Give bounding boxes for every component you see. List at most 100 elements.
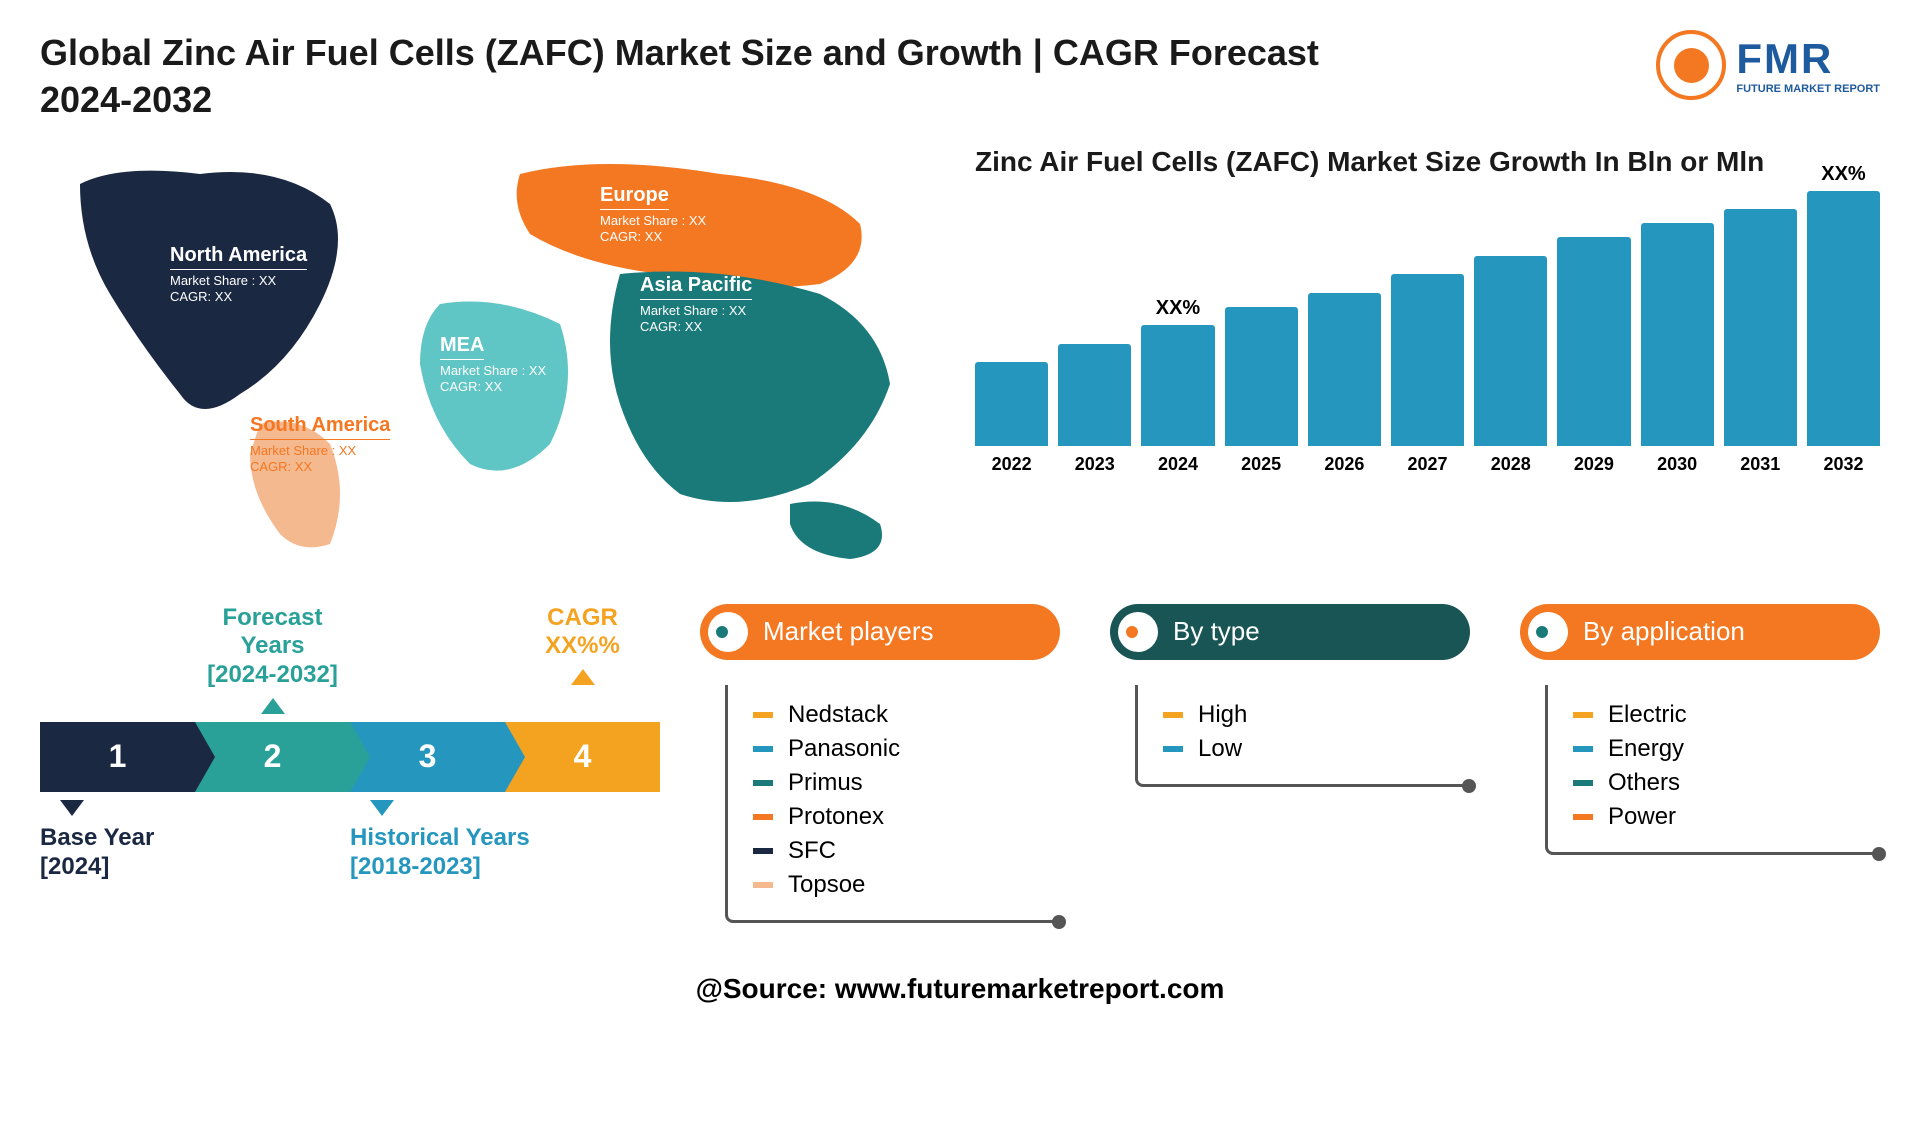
category-item: High	[1163, 701, 1470, 729]
category-title: By application	[1583, 616, 1745, 647]
category-item-label: Others	[1608, 769, 1680, 797]
bar: XX%	[1807, 191, 1880, 446]
bar	[1391, 274, 1464, 446]
page-title: Global Zinc Air Fuel Cells (ZAFC) Market…	[40, 30, 1340, 124]
hist-label: Historical Years [2018-2023]	[350, 792, 583, 882]
category-item: Primus	[753, 769, 1060, 797]
category-item-label: Primus	[788, 769, 863, 797]
timeline: Forecast Years [2024-2032] CAGR XX%% 123…	[40, 604, 660, 923]
bar-label: 2023	[1075, 454, 1115, 475]
triangle-down-icon	[370, 800, 394, 816]
header: Global Zinc Air Fuel Cells (ZAFC) Market…	[40, 30, 1880, 124]
bar-label: 2028	[1491, 454, 1531, 475]
bar-wrap: 2031	[1724, 209, 1797, 475]
bar	[1474, 256, 1547, 446]
logo: FMR FUTURE MARKET REPORT	[1656, 30, 1880, 100]
world-map: North AmericaMarket Share : XXCAGR: XX So…	[40, 144, 945, 564]
bar-label: 2032	[1823, 454, 1863, 475]
region-label: Asia PacificMarket Share : XXCAGR: XX	[640, 274, 752, 337]
cagr-value: XX%%	[505, 632, 660, 661]
triangle-down-icon	[60, 800, 84, 816]
timeline-bar: 1234	[40, 722, 660, 792]
bar-chart: Zinc Air Fuel Cells (ZAFC) Market Size G…	[975, 144, 1880, 564]
category-item-label: High	[1198, 701, 1247, 729]
bar-wrap: 2026	[1308, 293, 1381, 475]
category-item-label: Electric	[1608, 701, 1687, 729]
bar-label: 2022	[992, 454, 1032, 475]
bullet-icon	[1573, 712, 1593, 718]
bar-annotation: XX%	[1156, 297, 1200, 320]
category-pill: By type	[1110, 604, 1470, 660]
category-item-label: Topsoe	[788, 871, 865, 899]
logo-icon	[1656, 30, 1726, 100]
bar-wrap: XX%2024	[1141, 325, 1214, 475]
bullet-icon	[753, 780, 773, 786]
category-item: Topsoe	[753, 871, 1060, 899]
base-label: Base Year [2024]	[40, 792, 195, 882]
bullet-icon	[1573, 746, 1593, 752]
bar-annotation: XX%	[1821, 163, 1865, 186]
pill-dot-icon	[1118, 612, 1158, 652]
forecast-text: Forecast Years	[195, 604, 350, 662]
region-label: MEAMarket Share : XXCAGR: XX	[440, 334, 546, 397]
bullet-icon	[753, 746, 773, 752]
base-text: Base Year	[40, 824, 195, 853]
bar: XX%	[1141, 325, 1214, 446]
region-label: South AmericaMarket Share : XXCAGR: XX	[250, 414, 390, 477]
category-box: By type HighLow	[1110, 604, 1470, 923]
category-list: HighLow	[1135, 685, 1470, 787]
category-item-label: Power	[1608, 803, 1676, 831]
category-item: Panasonic	[753, 735, 1060, 763]
category-list: Electric Energy Others Power	[1545, 685, 1880, 855]
bar	[1724, 209, 1797, 446]
timeline-segment: 2	[195, 722, 350, 792]
bar	[1225, 307, 1298, 446]
bar	[1308, 293, 1381, 446]
forecast-range: [2024-2032]	[195, 661, 350, 690]
bullet-icon	[1573, 780, 1593, 786]
category-title: Market players	[763, 616, 934, 647]
bar-label: 2025	[1241, 454, 1281, 475]
category-item: SFC	[753, 837, 1060, 865]
bar-wrap: 2028	[1474, 256, 1547, 475]
bar	[1641, 223, 1714, 446]
bar-wrap: 2029	[1557, 237, 1630, 475]
bar	[1557, 237, 1630, 446]
bar-label: 2026	[1324, 454, 1364, 475]
cagr-label: CAGR XX%%	[505, 604, 660, 722]
category-item: Power	[1573, 803, 1880, 831]
category-item: Electric	[1573, 701, 1880, 729]
hist-text: Historical Years	[350, 824, 583, 853]
chart-title: Zinc Air Fuel Cells (ZAFC) Market Size G…	[975, 144, 1880, 180]
region-label: EuropeMarket Share : XXCAGR: XX	[600, 184, 706, 247]
bar-wrap: 2022	[975, 362, 1048, 475]
category-item: Energy	[1573, 735, 1880, 763]
bar-wrap: 2030	[1641, 223, 1714, 475]
category-item: Nedstack	[753, 701, 1060, 729]
category-item-label: Nedstack	[788, 701, 888, 729]
bottom-row: Forecast Years [2024-2032] CAGR XX%% 123…	[40, 604, 1880, 923]
triangle-up-icon	[261, 698, 285, 714]
chart-bars: 20222023XX%20242025202620272028202920302…	[975, 195, 1880, 475]
bar	[1058, 344, 1131, 446]
timeline-segment: 4	[505, 722, 660, 792]
logo-text-sub: FUTURE MARKET REPORT	[1736, 83, 1880, 95]
categories-row: Market players Nedstack Panasonic Primus Pr…	[700, 604, 1880, 923]
category-box: Market players Nedstack Panasonic Primus Pr…	[700, 604, 1060, 923]
category-item-label: Energy	[1608, 735, 1684, 763]
pill-dot-icon	[708, 612, 748, 652]
category-item-label: Panasonic	[788, 735, 900, 763]
category-list: Nedstack Panasonic Primus Protonex SFC Topsoe	[725, 685, 1060, 923]
bullet-icon	[753, 814, 773, 820]
category-pill: Market players	[700, 604, 1060, 660]
category-item: Protonex	[753, 803, 1060, 831]
bar-label: 2029	[1574, 454, 1614, 475]
bar-wrap: 2025	[1225, 307, 1298, 475]
forecast-label: Forecast Years [2024-2032]	[195, 604, 350, 722]
bullet-icon	[753, 712, 773, 718]
pill-dot-icon	[1528, 612, 1568, 652]
region-label: North AmericaMarket Share : XXCAGR: XX	[170, 244, 307, 307]
bar-wrap: 2027	[1391, 274, 1464, 475]
timeline-segment: 3	[350, 722, 505, 792]
category-title: By type	[1173, 616, 1260, 647]
